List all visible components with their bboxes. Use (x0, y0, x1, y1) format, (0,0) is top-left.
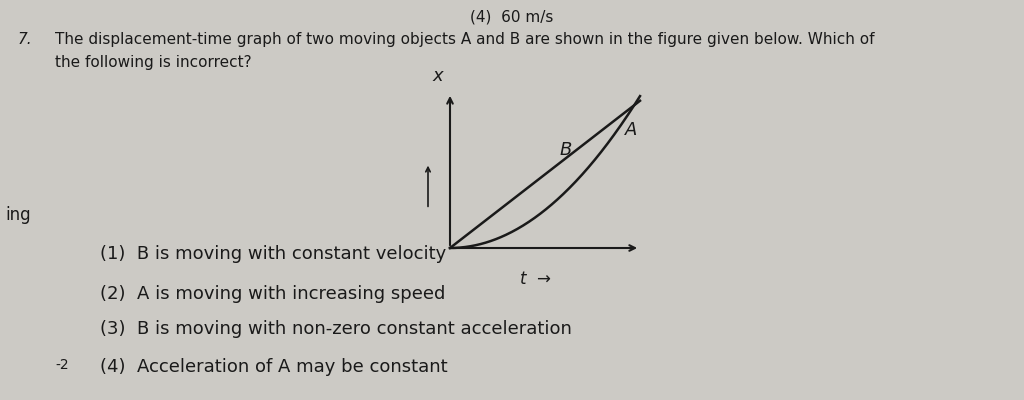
Text: the following is incorrect?: the following is incorrect? (55, 55, 252, 70)
Text: -2: -2 (55, 358, 69, 372)
Text: (1)  B is moving with constant velocity: (1) B is moving with constant velocity (100, 245, 446, 263)
Text: (4)  60 m/s: (4) 60 m/s (470, 10, 554, 25)
Text: The displacement-time graph of two moving objects A and B are shown in the figur: The displacement-time graph of two movin… (55, 32, 874, 47)
Text: (4)  Acceleration of A may be constant: (4) Acceleration of A may be constant (100, 358, 447, 376)
Text: ing: ing (5, 206, 31, 224)
Text: B: B (559, 141, 571, 159)
Text: (2)  A is moving with increasing speed: (2) A is moving with increasing speed (100, 285, 445, 303)
Text: x: x (433, 67, 443, 85)
Text: t  →: t → (520, 270, 551, 288)
Text: A: A (626, 121, 638, 139)
Text: (3)  B is moving with non-zero constant acceleration: (3) B is moving with non-zero constant a… (100, 320, 571, 338)
Text: 7.: 7. (18, 32, 33, 47)
